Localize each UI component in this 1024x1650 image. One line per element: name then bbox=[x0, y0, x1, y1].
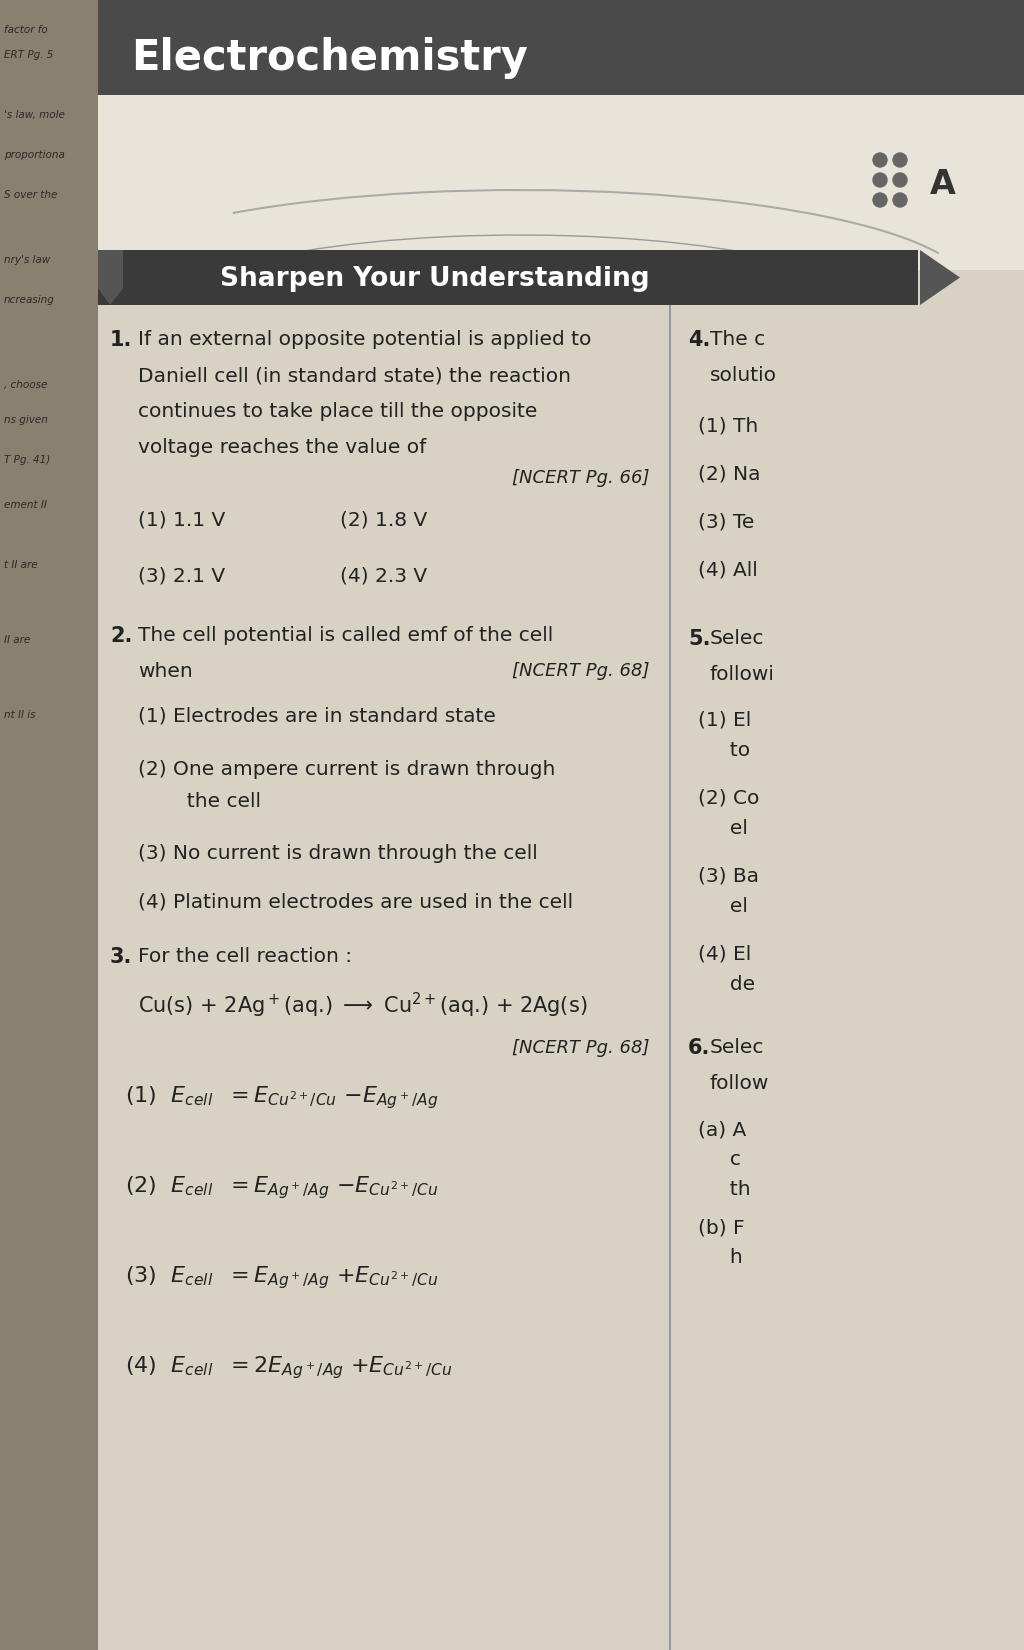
Text: the cell: the cell bbox=[155, 792, 261, 812]
Text: el: el bbox=[698, 818, 748, 838]
Text: $(2)$  $E_{cell}$  $= E_{Ag^+/Ag}$ $- E_{Cu^{2+}/Cu}$: $(2)$ $E_{cell}$ $= E_{Ag^+/Ag}$ $- E_{C… bbox=[125, 1175, 438, 1201]
Text: ncreasing: ncreasing bbox=[4, 295, 55, 305]
Text: followi: followi bbox=[710, 665, 775, 685]
Text: T Pg. 41): T Pg. 41) bbox=[4, 455, 50, 465]
Text: The cell potential is called emf of the cell: The cell potential is called emf of the … bbox=[138, 625, 553, 645]
Text: For the cell reaction :: For the cell reaction : bbox=[138, 947, 352, 965]
Text: , choose: , choose bbox=[4, 380, 47, 389]
Text: 4.: 4. bbox=[688, 330, 711, 350]
Text: (2) One ampere current is drawn through: (2) One ampere current is drawn through bbox=[138, 761, 555, 779]
Circle shape bbox=[893, 193, 907, 206]
Text: (2) 1.8 V: (2) 1.8 V bbox=[340, 510, 427, 530]
Text: II are: II are bbox=[4, 635, 31, 645]
Text: ERT Pg. 5: ERT Pg. 5 bbox=[4, 50, 53, 59]
Text: (a) A: (a) A bbox=[698, 1120, 746, 1138]
Circle shape bbox=[893, 153, 907, 167]
FancyBboxPatch shape bbox=[98, 251, 918, 305]
Text: $(4)$  $E_{cell}$  $= 2E_{Ag^+/Ag}$ $+ E_{Cu^{2+}/Cu}$: $(4)$ $E_{cell}$ $= 2E_{Ag^+/Ag}$ $+ E_{… bbox=[125, 1355, 453, 1381]
Text: [NCERT Pg. 68]: [NCERT Pg. 68] bbox=[512, 662, 650, 680]
Text: Selec: Selec bbox=[710, 1038, 764, 1058]
Text: (2) Na: (2) Na bbox=[698, 465, 761, 483]
FancyBboxPatch shape bbox=[98, 96, 1024, 271]
Text: (3) Ba: (3) Ba bbox=[698, 866, 759, 886]
Text: (b) F: (b) F bbox=[698, 1218, 744, 1238]
Circle shape bbox=[873, 173, 887, 186]
Text: [NCERT Pg. 68]: [NCERT Pg. 68] bbox=[512, 1040, 650, 1058]
Circle shape bbox=[873, 193, 887, 206]
Text: [NCERT Pg. 66]: [NCERT Pg. 66] bbox=[512, 469, 650, 487]
Text: 5.: 5. bbox=[688, 629, 711, 648]
Text: Daniell cell (in standard state) the reaction: Daniell cell (in standard state) the rea… bbox=[138, 366, 571, 384]
Polygon shape bbox=[98, 251, 123, 305]
Text: Sharpen Your Understanding: Sharpen Your Understanding bbox=[220, 267, 649, 292]
FancyBboxPatch shape bbox=[98, 0, 1024, 1650]
Text: when: when bbox=[138, 662, 193, 681]
Text: factor fo: factor fo bbox=[4, 25, 48, 35]
Text: 2.: 2. bbox=[110, 625, 132, 647]
Text: de: de bbox=[698, 975, 755, 993]
Text: (4) 2.3 V: (4) 2.3 V bbox=[340, 566, 427, 586]
Text: (4) Platinum electrodes are used in the cell: (4) Platinum electrodes are used in the … bbox=[138, 893, 573, 911]
Text: t II are: t II are bbox=[4, 559, 38, 569]
Text: $(1)$  $E_{cell}$  $= E_{Cu^{2+}/Cu}$ $- E_{Ag^+/Ag}$: $(1)$ $E_{cell}$ $= E_{Cu^{2+}/Cu}$ $- E… bbox=[125, 1084, 438, 1110]
Text: 's law, mole: 's law, mole bbox=[4, 111, 65, 120]
Text: (1) 1.1 V: (1) 1.1 V bbox=[138, 510, 225, 530]
Text: Selec: Selec bbox=[710, 629, 764, 648]
Text: 3.: 3. bbox=[110, 947, 132, 967]
Text: (3) 2.1 V: (3) 2.1 V bbox=[138, 566, 225, 586]
Text: S over the: S over the bbox=[4, 190, 57, 200]
Text: (4) All: (4) All bbox=[698, 561, 758, 581]
Text: el: el bbox=[698, 898, 748, 916]
Text: ement II: ement II bbox=[4, 500, 47, 510]
Text: $(3)$  $E_{cell}$  $= E_{Ag^+/Ag}$ $+ E_{Cu^{2+}/Cu}$: $(3)$ $E_{cell}$ $= E_{Ag^+/Ag}$ $+ E_{C… bbox=[125, 1264, 438, 1290]
Text: If an external opposite potential is applied to: If an external opposite potential is app… bbox=[138, 330, 592, 350]
Text: (4) El: (4) El bbox=[698, 945, 752, 964]
Text: (3) Te: (3) Te bbox=[698, 513, 755, 531]
Text: (3) No current is drawn through the cell: (3) No current is drawn through the cell bbox=[138, 845, 538, 863]
Text: to: to bbox=[698, 741, 751, 761]
Text: nt II is: nt II is bbox=[4, 710, 36, 719]
Text: A: A bbox=[930, 168, 955, 201]
Text: solutio: solutio bbox=[710, 366, 777, 384]
FancyBboxPatch shape bbox=[0, 0, 98, 1650]
Text: Cu(s) + 2Ag$^+$(aq.) $\longrightarrow$ Cu$^{2+}$(aq.) + 2Ag(s): Cu(s) + 2Ag$^+$(aq.) $\longrightarrow$ C… bbox=[138, 992, 588, 1020]
Text: follow: follow bbox=[710, 1074, 769, 1092]
Text: (1) El: (1) El bbox=[698, 711, 752, 729]
Polygon shape bbox=[920, 251, 961, 305]
Text: ns given: ns given bbox=[4, 416, 48, 426]
Text: continues to take place till the opposite: continues to take place till the opposit… bbox=[138, 403, 538, 421]
Text: voltage reaches the value of: voltage reaches the value of bbox=[138, 437, 426, 457]
Text: The c: The c bbox=[710, 330, 765, 350]
FancyBboxPatch shape bbox=[98, 0, 1024, 96]
Text: th: th bbox=[698, 1180, 751, 1200]
Text: Electrochemistry: Electrochemistry bbox=[131, 36, 528, 79]
Circle shape bbox=[893, 173, 907, 186]
Text: c: c bbox=[698, 1150, 741, 1168]
Text: 6.: 6. bbox=[688, 1038, 711, 1058]
Text: nry's law: nry's law bbox=[4, 256, 50, 266]
Text: h: h bbox=[698, 1247, 742, 1267]
Text: 1.: 1. bbox=[110, 330, 132, 350]
Text: (1) Th: (1) Th bbox=[698, 417, 758, 436]
Text: (1) Electrodes are in standard state: (1) Electrodes are in standard state bbox=[138, 706, 496, 726]
Circle shape bbox=[873, 153, 887, 167]
Text: (2) Co: (2) Co bbox=[698, 789, 760, 808]
Text: proportiona: proportiona bbox=[4, 150, 65, 160]
